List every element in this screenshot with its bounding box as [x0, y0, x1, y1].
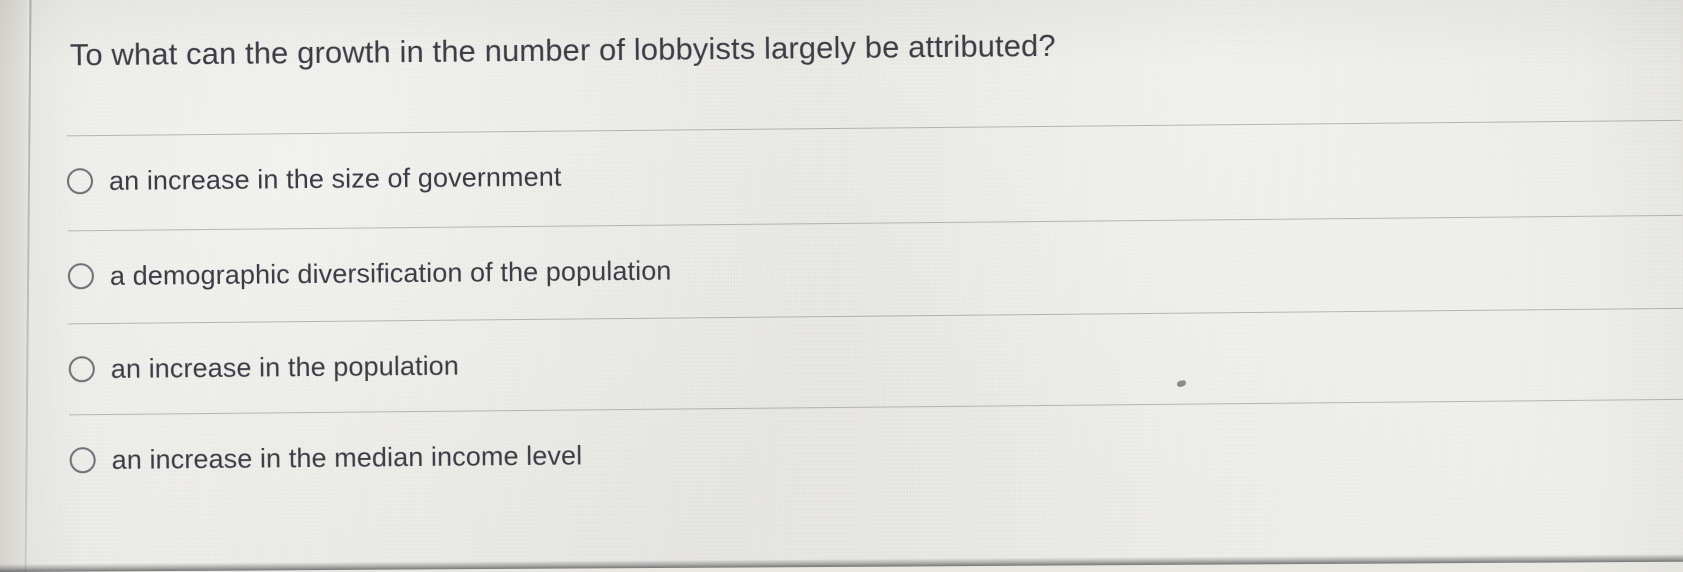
question-text: To what can the growth in the number of …	[69, 27, 1056, 73]
choice-label: an increase in the size of government	[108, 161, 562, 196]
answer-choice-b[interactable]: a demographic diversification of the pop…	[0, 214, 1683, 323]
choice-content[interactable]: an increase in the median income level	[69, 409, 582, 506]
choice-label: a demographic diversification of the pop…	[109, 255, 672, 291]
answer-choice-c[interactable]: an increase in the population	[0, 307, 1683, 416]
choice-content[interactable]: a demographic diversification of the pop…	[67, 225, 672, 323]
answer-choice-a[interactable]: an increase in the size of government	[0, 119, 1682, 228]
choice-label: an increase in the population	[110, 350, 460, 384]
choice-content[interactable]: an increase in the population	[68, 320, 459, 416]
answer-choice-d[interactable]: an increase in the median income level	[1, 398, 1683, 507]
radio-unchecked-icon[interactable]	[66, 168, 94, 195]
left-margin-shade	[0, 0, 27, 572]
choice-label: an increase in the median income level	[111, 440, 583, 475]
choice-content[interactable]: an increase in the size of government	[66, 131, 562, 228]
radio-unchecked-icon[interactable]	[67, 263, 95, 290]
radio-unchecked-icon[interactable]	[68, 356, 95, 383]
radio-unchecked-icon[interactable]	[69, 447, 96, 474]
